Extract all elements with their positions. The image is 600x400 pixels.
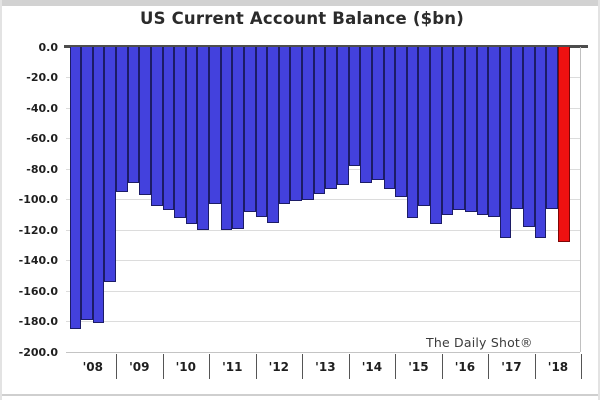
x-axis-year-label: '15 <box>408 360 429 374</box>
bar <box>441 47 454 215</box>
x-axis-year-label: '10 <box>175 360 196 374</box>
bar <box>453 47 465 211</box>
bar <box>81 47 93 321</box>
bar <box>69 47 82 330</box>
bar <box>162 47 175 211</box>
bar <box>197 47 210 231</box>
x-axis-year-separator <box>116 354 118 379</box>
bar <box>488 47 500 217</box>
plot-bottom-frame <box>66 352 580 354</box>
bar <box>139 47 151 196</box>
x-axis-year-label: '13 <box>315 360 336 374</box>
bar <box>267 47 279 223</box>
bar <box>243 47 256 212</box>
bar <box>104 47 116 283</box>
x-axis-year-separator <box>302 354 304 379</box>
bar <box>302 47 314 200</box>
x-axis-year-separator <box>581 354 583 379</box>
bar <box>360 47 372 183</box>
y-axis-tick-label: -60.0 <box>26 132 58 146</box>
bar <box>418 47 431 206</box>
bar <box>464 47 477 212</box>
bar <box>313 47 326 194</box>
y-axis-tick-label: -180.0 <box>18 315 58 329</box>
y-gridline <box>66 321 580 323</box>
y-axis-tick-label: -200.0 <box>18 345 58 359</box>
bar <box>127 47 140 183</box>
bar <box>383 47 396 190</box>
bar <box>232 47 244 229</box>
x-axis-year-separator <box>488 354 490 379</box>
bar <box>348 47 361 167</box>
bar <box>336 47 349 185</box>
y-axis-tick-label: -40.0 <box>26 101 58 115</box>
x-axis-year-separator <box>441 354 443 379</box>
bar <box>150 47 163 206</box>
x-axis-year-separator <box>162 354 164 379</box>
bar <box>406 47 419 219</box>
y-gridline <box>66 290 580 292</box>
bar <box>523 47 535 228</box>
x-axis-year-separator <box>395 354 397 379</box>
bar <box>116 47 128 193</box>
x-axis-year-label: '09 <box>129 360 150 374</box>
bar <box>546 47 558 209</box>
x-axis-year-label: '14 <box>361 360 383 374</box>
bar <box>499 47 512 238</box>
y-axis-tick-label: -20.0 <box>26 71 58 85</box>
bar <box>290 47 303 202</box>
x-axis-year-label: '18 <box>547 360 569 374</box>
chart-title: US Current Account Balance ($bn) <box>139 9 464 28</box>
bar <box>92 47 105 324</box>
y-axis-tick-label: -160.0 <box>18 284 58 298</box>
bar <box>220 47 233 231</box>
zero-axis-line <box>64 45 588 49</box>
y-axis-tick-label: -80.0 <box>26 162 58 176</box>
bar <box>185 47 198 225</box>
x-axis-year-label: '08 <box>82 360 103 374</box>
y-axis-tick-label: 0.0 <box>38 40 59 54</box>
bar <box>476 47 489 215</box>
plot-right-frame <box>580 47 581 353</box>
bar <box>371 47 384 180</box>
y-axis-tick-label: -120.0 <box>18 223 58 237</box>
y-axis-tick-label: -140.0 <box>18 254 58 268</box>
bar <box>511 47 524 209</box>
x-axis-year-separator <box>209 354 211 379</box>
bar <box>209 47 221 205</box>
bar <box>534 47 547 238</box>
image-bottom-border <box>2 394 598 396</box>
watermark-daily-shot: The Daily Shot® <box>426 335 533 350</box>
y-gridline <box>66 229 580 231</box>
bar <box>325 47 337 190</box>
x-axis-year-separator <box>255 354 257 379</box>
bar <box>278 47 291 205</box>
x-axis-year-label: '17 <box>501 360 522 374</box>
bar-highlight-latest <box>557 47 570 243</box>
bar <box>255 47 268 217</box>
y-gridline <box>66 260 580 262</box>
x-axis-year-label: '12 <box>268 360 290 374</box>
bar <box>430 47 442 225</box>
y-axis-tick-label: -100.0 <box>18 193 58 207</box>
x-axis-year-separator <box>534 354 536 379</box>
bar <box>395 47 407 197</box>
bar <box>174 47 186 219</box>
y-gridline <box>66 199 580 201</box>
x-axis-year-separator <box>348 354 350 379</box>
x-axis-year-label: '11 <box>222 360 243 374</box>
x-axis-year-label: '16 <box>454 360 476 374</box>
image-top-border <box>2 0 598 6</box>
